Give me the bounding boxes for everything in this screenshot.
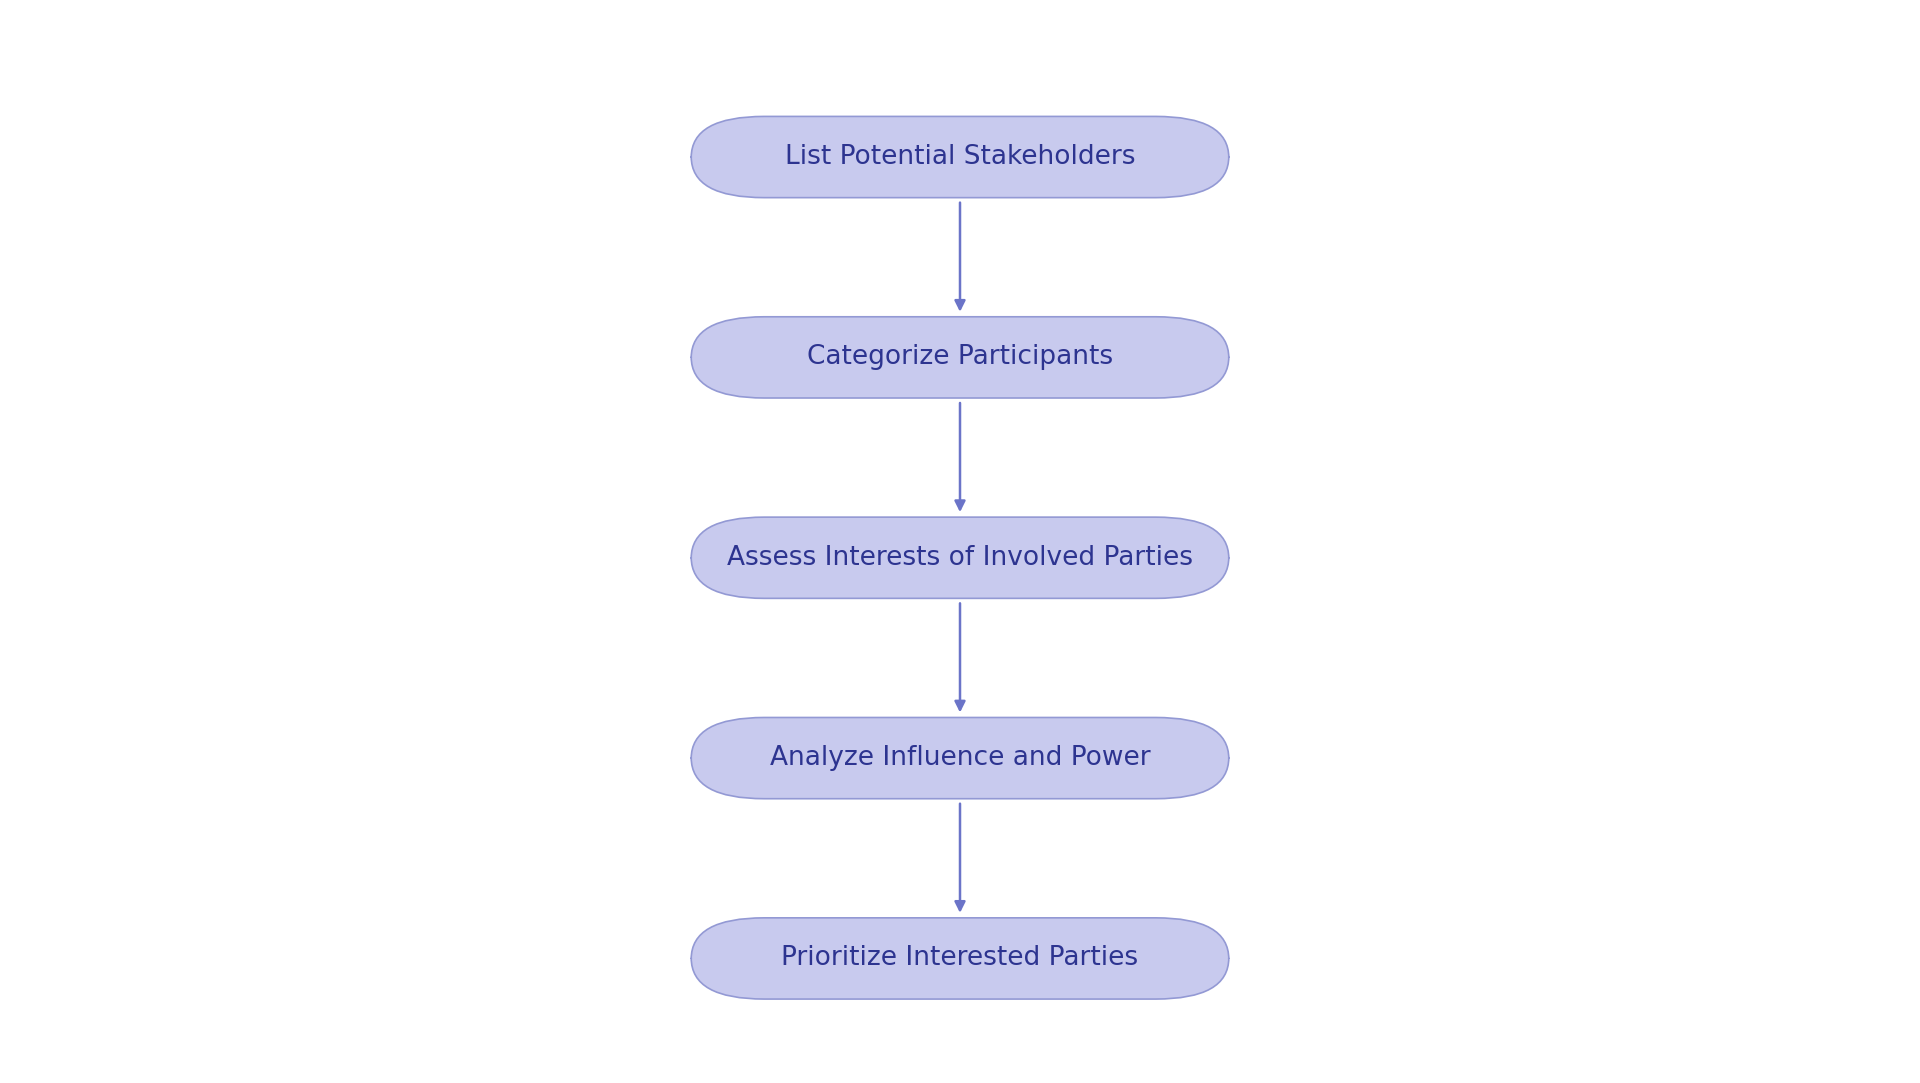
FancyBboxPatch shape	[691, 117, 1229, 198]
Text: Analyze Influence and Power: Analyze Influence and Power	[770, 745, 1150, 771]
FancyBboxPatch shape	[691, 918, 1229, 999]
Text: Assess Interests of Involved Parties: Assess Interests of Involved Parties	[728, 545, 1192, 571]
Text: Categorize Participants: Categorize Participants	[806, 344, 1114, 370]
Text: List Potential Stakeholders: List Potential Stakeholders	[785, 144, 1135, 170]
FancyBboxPatch shape	[691, 717, 1229, 798]
FancyBboxPatch shape	[691, 317, 1229, 399]
Text: Prioritize Interested Parties: Prioritize Interested Parties	[781, 945, 1139, 971]
FancyBboxPatch shape	[691, 518, 1229, 598]
